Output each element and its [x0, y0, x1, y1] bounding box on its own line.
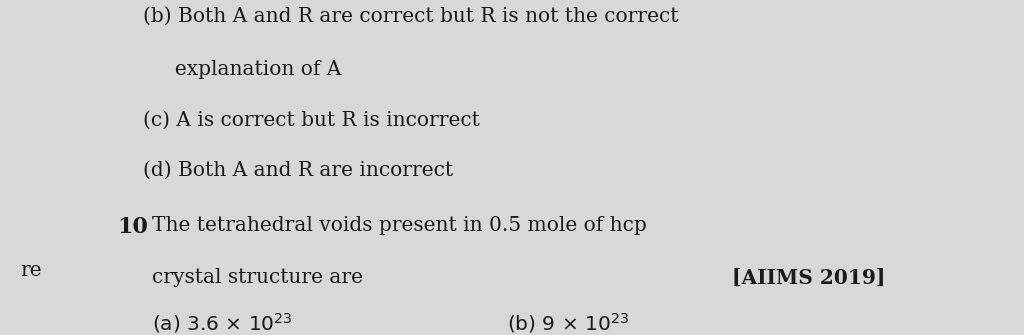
Text: explanation of A: explanation of A	[143, 60, 342, 79]
Text: (b) 9 × 10$^{23}$: (b) 9 × 10$^{23}$	[507, 312, 629, 335]
Text: re: re	[20, 261, 42, 280]
Text: crystal structure are: crystal structure are	[152, 268, 362, 287]
Text: The tetrahedral voids present in 0.5 mole of hcp: The tetrahedral voids present in 0.5 mol…	[152, 216, 646, 235]
Text: (a) 3.6 × 10$^{23}$: (a) 3.6 × 10$^{23}$	[152, 312, 292, 335]
Text: 10: 10	[118, 216, 148, 238]
Text: (d) Both A and R are incorrect: (d) Both A and R are incorrect	[143, 161, 454, 180]
Text: (b) Both A and R are correct but R is not the correct: (b) Both A and R are correct but R is no…	[143, 7, 679, 26]
Text: (c) A is correct but R is incorrect: (c) A is correct but R is incorrect	[143, 111, 480, 130]
Text: [AIIMS 2019]: [AIIMS 2019]	[732, 268, 886, 288]
